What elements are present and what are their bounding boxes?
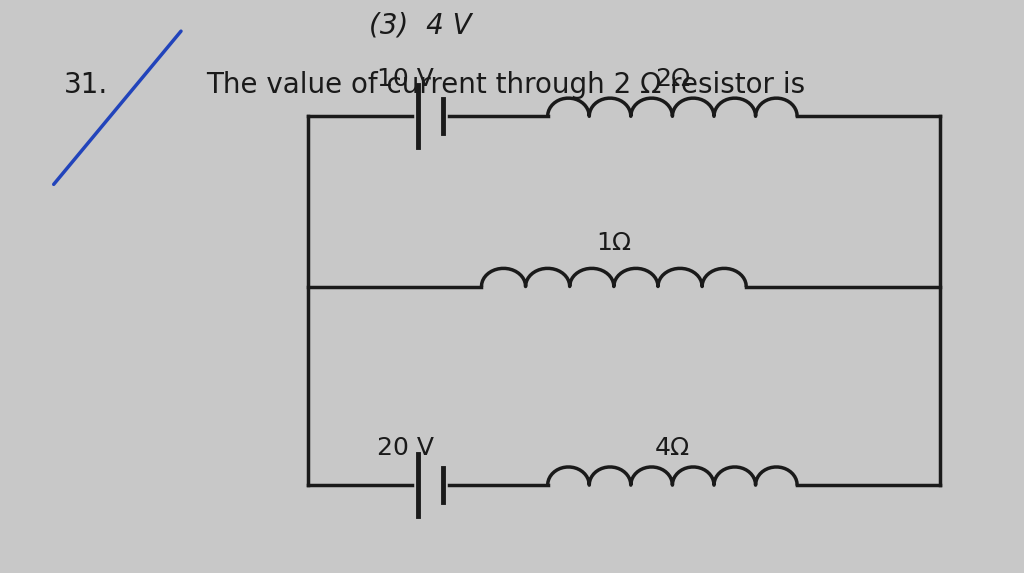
Text: 4Ω: 4Ω xyxy=(654,435,690,460)
Text: The value of current through 2 Ω resistor is: The value of current through 2 Ω resisto… xyxy=(207,71,806,99)
Text: 1Ω: 1Ω xyxy=(596,231,632,256)
Text: (3)  4 V: (3) 4 V xyxy=(370,11,472,40)
Text: 10 V: 10 V xyxy=(377,66,433,91)
Text: 31.: 31. xyxy=(63,71,109,99)
Text: 2Ω: 2Ω xyxy=(654,66,690,91)
Text: 20 V: 20 V xyxy=(377,435,433,460)
